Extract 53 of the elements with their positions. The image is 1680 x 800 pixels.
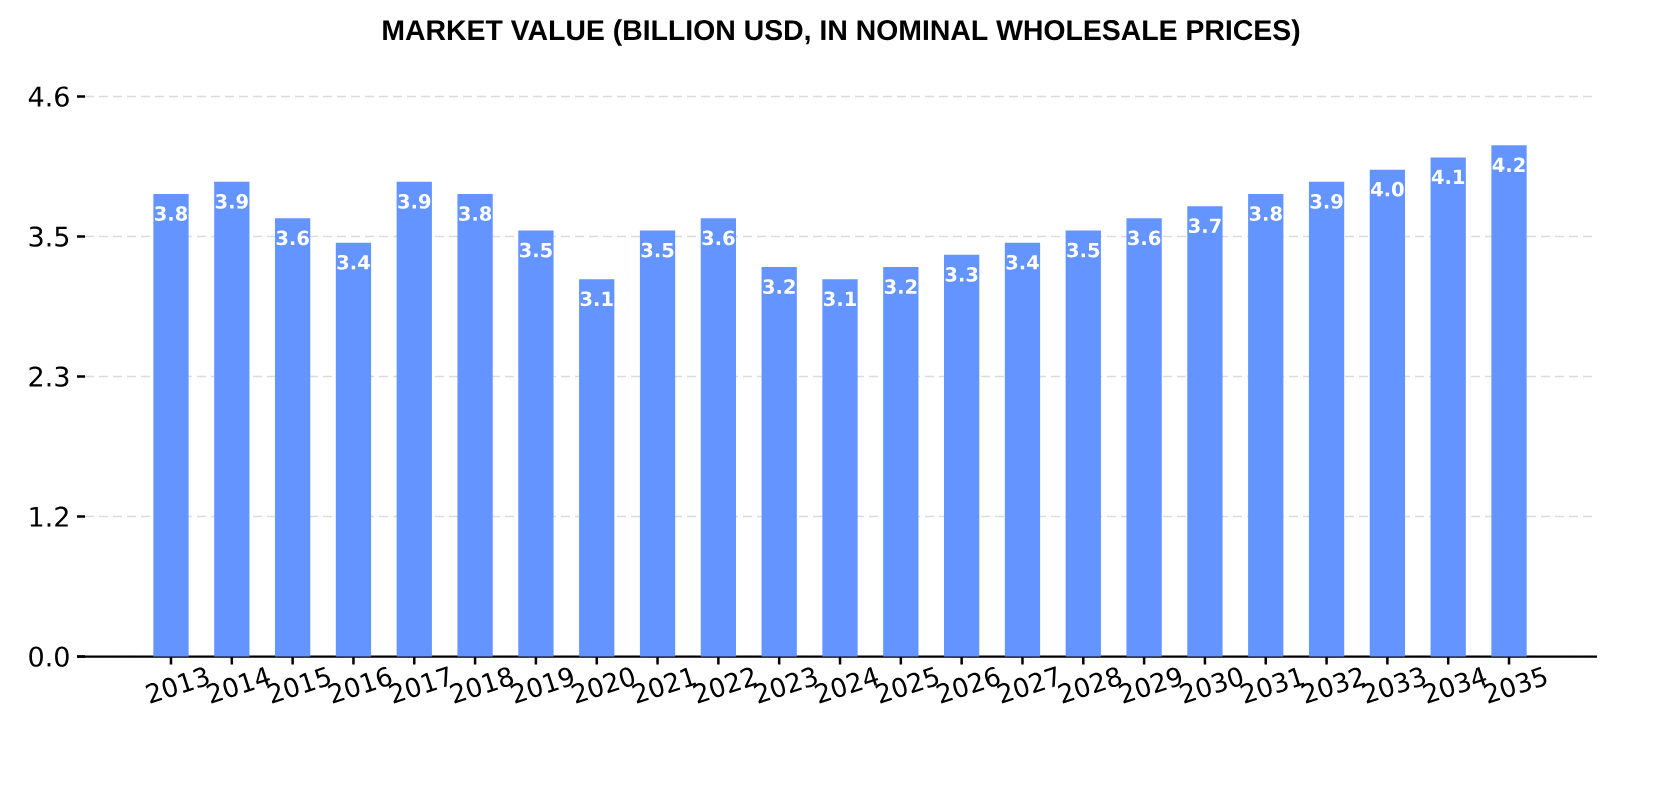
- bar: [1491, 145, 1527, 657]
- bar: [153, 193, 189, 657]
- bar: [457, 193, 493, 657]
- bar: [761, 267, 797, 657]
- bar: [1308, 181, 1345, 657]
- bar: [700, 218, 737, 657]
- data-label: 3.6: [276, 230, 309, 246]
- bar: [1126, 218, 1162, 657]
- bar: [579, 279, 615, 657]
- chart-title: MARKET VALUE (BILLION USD, IN NOMINAL WHOLESALE PRICES): [383, 19, 1300, 46]
- bar: [1004, 242, 1041, 657]
- data-label: 3.4: [1006, 254, 1039, 270]
- data-label: 3.1: [824, 291, 856, 307]
- bar: [214, 181, 250, 657]
- data-label: 3.6: [1128, 230, 1161, 246]
- bar: [1369, 169, 1406, 657]
- bar: [1187, 206, 1223, 657]
- data-label: 3.8: [155, 206, 188, 221]
- bar: [518, 230, 554, 657]
- bar: [1430, 157, 1466, 657]
- data-label: 3.3: [945, 267, 978, 282]
- y-tick-label: 0.0: [29, 646, 69, 667]
- bar: [883, 267, 919, 657]
- data-label: 3.5: [519, 242, 552, 258]
- data-label: 3.2: [763, 279, 795, 294]
- data-label: 3.5: [641, 242, 674, 258]
- x-tick-label: 2020: [571, 667, 635, 704]
- y-tick-label: 2.3: [29, 366, 69, 387]
- data-label: 3.9: [215, 194, 248, 209]
- data-label: 4.2: [1492, 157, 1525, 172]
- bar: [944, 254, 980, 657]
- data-label: 3.4: [337, 254, 370, 270]
- data-label: 3.8: [1249, 206, 1282, 221]
- bar: [275, 218, 311, 657]
- data-label: 4.0: [1370, 181, 1404, 197]
- data-label: 3.5: [1067, 242, 1100, 258]
- data-label: 3.1: [580, 291, 613, 307]
- bar: [1065, 230, 1101, 657]
- data-label: 3.9: [1310, 194, 1343, 209]
- bar: [335, 242, 372, 657]
- data-label: 4.1: [1431, 169, 1465, 184]
- y-tick-label: 1.2: [30, 506, 68, 527]
- bar: [1248, 193, 1284, 657]
- y-tick-label: 4.6: [28, 86, 69, 107]
- data-label: 3.6: [702, 230, 735, 246]
- data-label: 3.2: [884, 279, 917, 294]
- bar: [639, 230, 676, 657]
- data-label: 3.8: [459, 206, 492, 221]
- data-label: 3.7: [1188, 218, 1221, 234]
- y-tick-label: 3.5: [29, 226, 69, 247]
- bar: [396, 181, 432, 657]
- data-label: 3.9: [398, 194, 431, 209]
- bar: [822, 279, 858, 657]
